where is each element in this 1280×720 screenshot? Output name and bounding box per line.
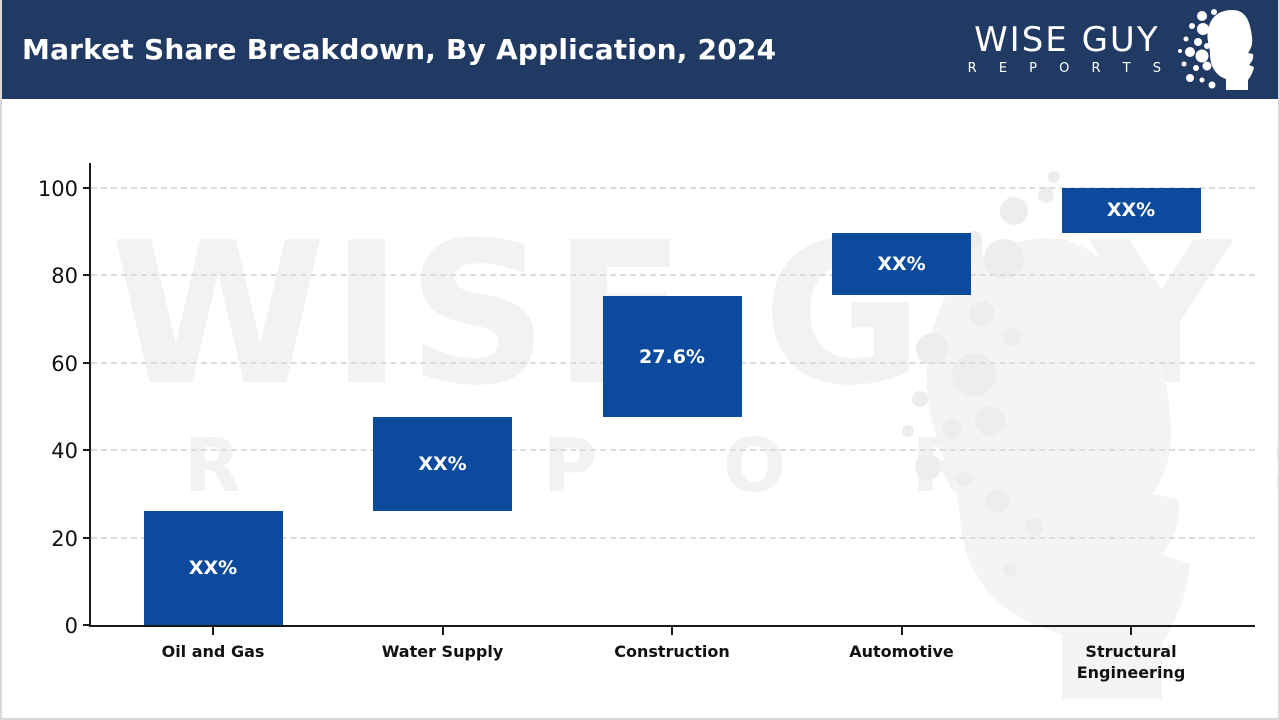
- bar-value-label: 27.6%: [639, 345, 705, 368]
- bar-value-label: XX%: [418, 453, 467, 476]
- y-tick-label-60: 60: [51, 351, 78, 376]
- watermark-face-dots: [902, 171, 1190, 700]
- y-tick-60: [83, 361, 91, 364]
- x-category-label: Automotive: [849, 642, 954, 661]
- x-axis-line: [89, 625, 1255, 627]
- logo-subtext: R E P O R T S: [967, 61, 1170, 76]
- x-category-label: Oil and Gas: [161, 642, 265, 661]
- x-tick-3: [900, 627, 903, 635]
- bar-automotive: XX%: [832, 233, 971, 295]
- x-tick-0: [212, 627, 214, 635]
- bar-value-label: XX%: [188, 557, 238, 580]
- bar-value-label: XX%: [877, 253, 926, 276]
- chart-canvas: WISE GUY R E P O R T S: [2, 99, 1278, 718]
- bar-oil-and-gas: XX%: [143, 511, 283, 625]
- y-tick-label-20: 20: [51, 526, 78, 551]
- y-tick-40: [83, 449, 91, 451]
- page-title: Market Share Breakdown, By Application, …: [22, 33, 777, 66]
- y-tick-0: [83, 624, 91, 626]
- gridline-80: [91, 274, 1255, 276]
- header-bar: Market Share Breakdown, By Application, …: [2, 0, 1278, 99]
- x-category-label: Water Supply: [381, 642, 504, 661]
- y-tick-20: [83, 536, 91, 539]
- y-tick-label-100: 100: [37, 176, 78, 201]
- x-tick-2: [671, 627, 673, 635]
- y-tick-80: [83, 274, 91, 276]
- x-category-label: Construction: [614, 642, 730, 661]
- logo-wordmark: WISE GUY: [974, 20, 1160, 60]
- x-tick-4: [1130, 627, 1132, 635]
- bar-value-label: XX%: [1106, 199, 1156, 222]
- dotted-face-profile-icon: [1178, 8, 1254, 90]
- gridline-20: [91, 536, 1255, 539]
- gridline-40: [91, 449, 1255, 451]
- bar-construction: 27.6%: [602, 296, 742, 418]
- logo-text: WISE GUY R E P O R T S: [964, 23, 1170, 76]
- bar-water-supply: XX%: [373, 417, 512, 512]
- x-tick-1: [441, 627, 444, 635]
- y-tick-100: [83, 186, 91, 189]
- x-category-label: Structural Engineering: [1076, 642, 1186, 683]
- y-tick-label-0: 0: [64, 614, 78, 638]
- y-tick-label-80: 80: [51, 264, 78, 288]
- y-tick-label-40: 40: [51, 439, 78, 463]
- wise-guy-reports-logo: WISE GUY R E P O R T S: [964, 6, 1266, 94]
- gridline-100: [91, 186, 1255, 189]
- y-axis-line: [89, 163, 91, 627]
- bar-structural-engineering: XX%: [1061, 187, 1201, 234]
